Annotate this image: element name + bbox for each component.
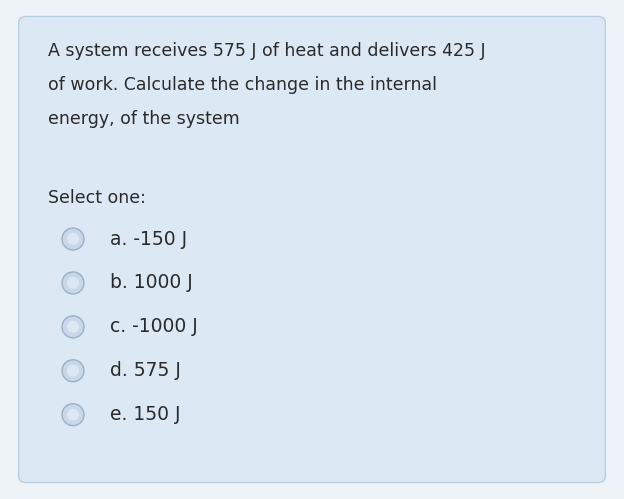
Text: of work. Calculate the change in the internal: of work. Calculate the change in the int… — [48, 76, 437, 94]
Text: Select one:: Select one: — [48, 189, 146, 207]
Ellipse shape — [62, 316, 84, 338]
Text: A system receives 575 J of heat and delivers 425 J: A system receives 575 J of heat and deli… — [48, 42, 485, 60]
Text: b. 1000 J: b. 1000 J — [110, 273, 193, 292]
FancyBboxPatch shape — [19, 16, 605, 483]
Ellipse shape — [67, 321, 79, 333]
Ellipse shape — [67, 409, 79, 421]
Ellipse shape — [62, 404, 84, 426]
Ellipse shape — [67, 233, 79, 245]
Text: e. 150 J: e. 150 J — [110, 405, 181, 424]
Text: d. 575 J: d. 575 J — [110, 361, 182, 380]
Text: a. -150 J: a. -150 J — [110, 230, 188, 249]
Ellipse shape — [67, 365, 79, 377]
Ellipse shape — [67, 277, 79, 289]
Ellipse shape — [62, 272, 84, 294]
Ellipse shape — [62, 360, 84, 382]
Text: c. -1000 J: c. -1000 J — [110, 317, 198, 336]
Ellipse shape — [62, 228, 84, 250]
Text: energy, of the system: energy, of the system — [48, 110, 240, 128]
